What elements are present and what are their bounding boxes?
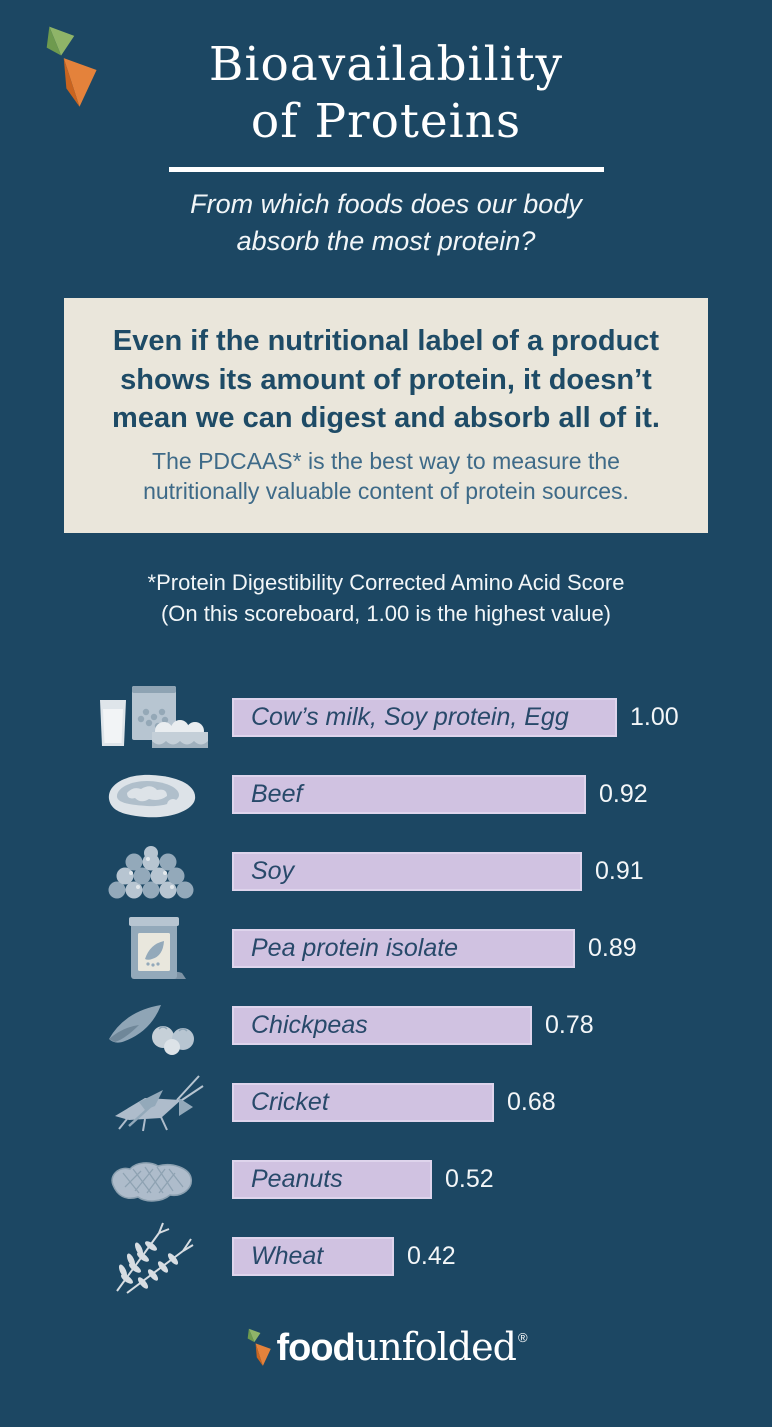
logo-text-food: food xyxy=(276,1326,355,1369)
soybeans-icon xyxy=(86,845,220,899)
footnote-line-1: *Protein Digestibility Corrected Amino A… xyxy=(147,569,625,595)
page-subtitle: From which foods does our body absorb the… xyxy=(0,186,772,261)
title-underline xyxy=(168,166,604,172)
peanut-icon xyxy=(86,1155,220,1205)
bar-value: 0.42 xyxy=(407,1242,456,1271)
bar: Peanuts xyxy=(232,1160,432,1200)
bar: Pea protein isolate xyxy=(232,929,575,969)
bar-value: 0.89 xyxy=(588,934,637,963)
page-title: Bioavailability of Proteins xyxy=(0,0,772,151)
bar-row-milk-soy-egg: Cow’s milk, Soy protein, Egg 1.00 xyxy=(0,679,772,756)
bar-row-pea-protein: Pea protein isolate 0.89 xyxy=(0,910,772,987)
bar-value: 1.00 xyxy=(630,703,679,732)
bar-label: Beef xyxy=(251,780,303,809)
beef-icon xyxy=(86,769,220,821)
bar: Chickpeas xyxy=(232,1006,532,1046)
foodunfolded-logo: food unfolded ® xyxy=(0,1327,772,1367)
bar-value: 0.92 xyxy=(599,780,648,809)
bar: Beef xyxy=(232,775,586,815)
callout-subtext: The PDCAAS* is the best way to measure t… xyxy=(143,447,629,505)
bar-value: 0.68 xyxy=(507,1088,556,1117)
bar: Soy xyxy=(232,852,582,892)
milk-soy-egg-icon xyxy=(86,684,220,752)
bar-label: Pea protein isolate xyxy=(251,934,459,963)
bar-label: Cricket xyxy=(251,1088,329,1117)
carrot-logo-icon xyxy=(38,24,100,113)
bar-label: Chickpeas xyxy=(251,1011,368,1040)
bar: Cricket xyxy=(232,1083,494,1123)
wheat-icon xyxy=(86,1219,220,1295)
bar-label: Peanuts xyxy=(251,1165,343,1194)
logo-carrot-icon xyxy=(248,1328,272,1366)
bar-label: Soy xyxy=(251,857,295,886)
title-line-1: Bioavailability xyxy=(208,37,564,92)
title-line-2: of Proteins xyxy=(250,94,522,150)
logo-text-unfolded: unfolded xyxy=(354,1324,517,1369)
subtitle-line-1: From which foods does our body xyxy=(190,188,582,219)
bar-row-wheat: Wheat 0.42 xyxy=(0,1218,772,1295)
pea-protein-pouch-icon xyxy=(86,913,220,985)
footnote-line-2: (On this scoreboard, 1.00 is the highest… xyxy=(160,600,612,626)
bar-label: Cow’s milk, Soy protein, Egg xyxy=(251,703,569,732)
bar-value: 0.52 xyxy=(445,1165,494,1194)
bar-row-beef: Beef 0.92 xyxy=(0,756,772,833)
bar-row-soy: Soy 0.91 xyxy=(0,833,772,910)
chickpeas-icon xyxy=(86,997,220,1055)
bar-row-peanuts: Peanuts 0.52 xyxy=(0,1141,772,1218)
carrot-icon xyxy=(46,26,97,107)
bar-row-cricket: Cricket 0.68 xyxy=(0,1064,772,1141)
footnote: *Protein Digestibility Corrected Amino A… xyxy=(0,567,772,629)
logo-wordmark: food unfolded ® xyxy=(276,1328,527,1367)
subtitle-line-2: absorb the most protein? xyxy=(236,225,536,256)
bar: Wheat xyxy=(232,1237,394,1277)
bar-value: 0.78 xyxy=(545,1011,594,1040)
callout-box: Even if the nutritional label of a produ… xyxy=(64,298,708,533)
cricket-icon xyxy=(86,1072,220,1134)
bar: Cow’s milk, Soy protein, Egg xyxy=(232,698,617,738)
registered-trademark-icon: ® xyxy=(517,1329,528,1345)
bar-label: Wheat xyxy=(251,1242,324,1271)
bar-value: 0.91 xyxy=(595,857,644,886)
callout-heading: Even if the nutritional label of a produ… xyxy=(112,325,660,435)
bar-row-chickpeas: Chickpeas 0.78 xyxy=(0,987,772,1064)
pdcaas-bar-chart: Cow’s milk, Soy protein, Egg 1.00 Beef 0… xyxy=(0,679,772,1295)
